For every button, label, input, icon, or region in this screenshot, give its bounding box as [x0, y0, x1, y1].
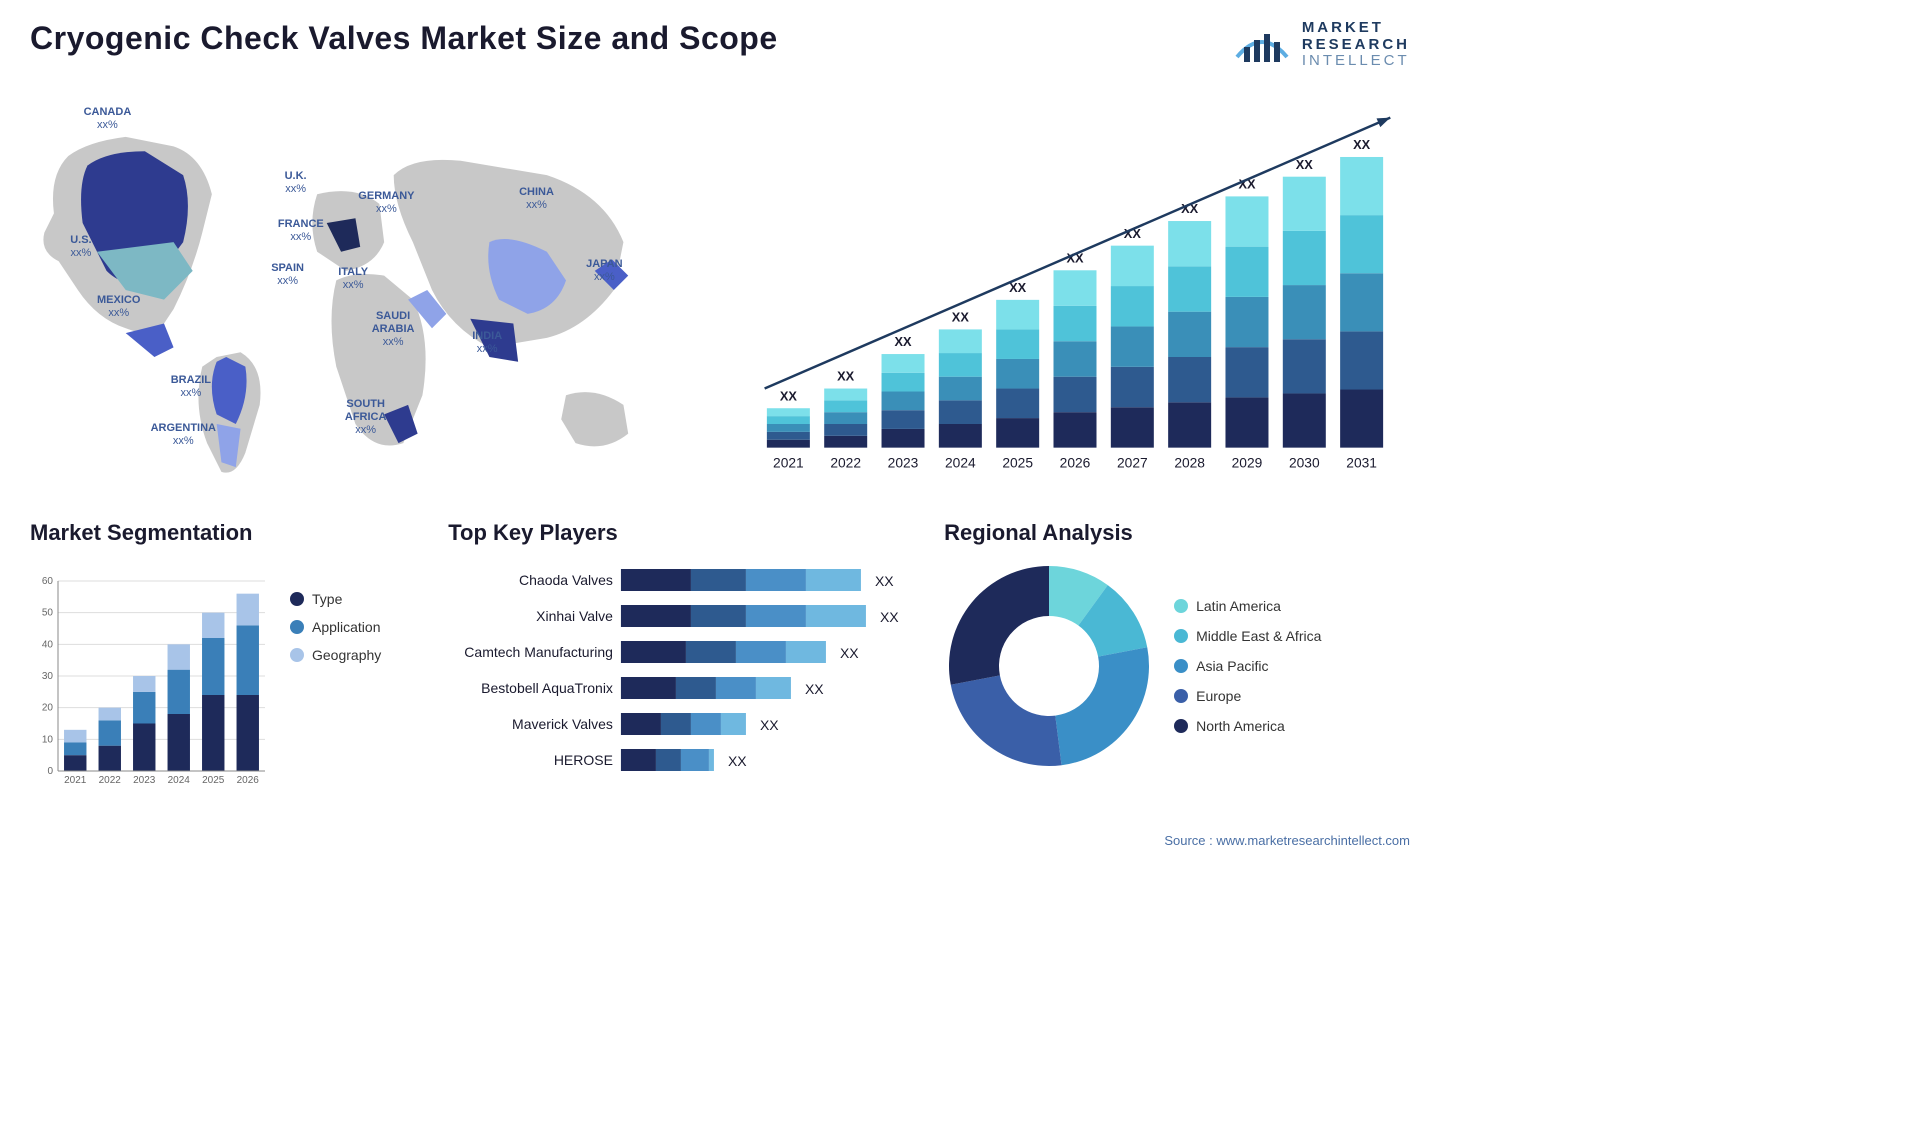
map-label: SAUDIARABIAxx% [372, 310, 415, 350]
regional-legend: Latin America Middle East & Africa Asia Pa… [1174, 598, 1321, 734]
world-map-section: CANADAxx% U.S.xx% MEXICOxx% BRAZILxx% ARGENT… [30, 90, 700, 490]
segmentation-title: Market Segmentation [30, 520, 418, 546]
svg-text:2029: 2029 [1232, 455, 1263, 470]
logo-icon [1232, 22, 1292, 67]
legend-item: Latin America [1174, 598, 1321, 614]
legend-item: Asia Pacific [1174, 658, 1321, 674]
page-title: Cryogenic Check Valves Market Size and S… [30, 20, 778, 57]
svg-text:XX: XX [1296, 156, 1314, 171]
players-chart: Chaoda Valves XX Xinhai Valve XX Camtech Man… [448, 561, 914, 801]
legend-item: Type [290, 591, 381, 607]
svg-text:2022: 2022 [830, 455, 861, 470]
logo-line-1: MARKET [1302, 20, 1410, 37]
svg-text:XX: XX [728, 753, 747, 769]
svg-text:60: 60 [42, 576, 54, 587]
map-label: FRANCExx% [278, 218, 324, 244]
svg-text:Maverick Valves: Maverick Valves [512, 716, 613, 732]
map-label: GERMANYxx% [358, 190, 414, 216]
svg-text:XX: XX [805, 681, 824, 697]
logo-line-3: INTELLECT [1302, 53, 1410, 70]
svg-text:50: 50 [42, 607, 54, 618]
svg-text:2021: 2021 [773, 455, 804, 470]
segmentation-chart: 0 10 20 30 40 50 60 2021 2022 2023 2024 2025 2026 [30, 561, 270, 801]
map-label: CHINAxx% [519, 186, 554, 212]
source-footer: Source : www.marketresearchintellect.com [1164, 833, 1410, 848]
svg-text:30: 30 [42, 671, 54, 682]
svg-text:0: 0 [47, 766, 53, 777]
legend-item: Europe [1174, 688, 1321, 704]
svg-text:2023: 2023 [133, 775, 156, 786]
svg-text:2022: 2022 [99, 775, 122, 786]
logo-line-2: RESEARCH [1302, 37, 1410, 54]
map-label: SPAINxx% [271, 262, 304, 288]
svg-text:XX: XX [952, 309, 970, 324]
legend-item: Geography [290, 647, 381, 663]
svg-text:20: 20 [42, 702, 54, 713]
svg-text:2026: 2026 [1060, 455, 1091, 470]
svg-text:40: 40 [42, 639, 54, 650]
map-label: ARGENTINAxx% [151, 422, 216, 448]
svg-text:2027: 2027 [1117, 455, 1148, 470]
map-label: ITALYxx% [338, 266, 368, 292]
svg-text:Camtech Manufacturing: Camtech Manufacturing [465, 644, 614, 660]
svg-text:Xinhai Valve: Xinhai Valve [536, 608, 613, 624]
map-label: INDIAxx% [472, 330, 502, 356]
svg-text:Chaoda Valves: Chaoda Valves [519, 572, 613, 588]
growth-chart-section: XX2021XX2022XX2023XX2024XX2025XX2026XX20… [740, 90, 1410, 490]
svg-text:2024: 2024 [945, 455, 976, 470]
svg-text:XX: XX [1353, 137, 1371, 152]
regional-donut-chart [944, 561, 1154, 771]
map-label: BRAZILxx% [171, 374, 211, 400]
svg-text:2024: 2024 [168, 775, 191, 786]
players-title: Top Key Players [448, 520, 914, 546]
regional-title: Regional Analysis [944, 520, 1410, 546]
map-label: CANADAxx% [84, 106, 132, 132]
map-label: U.K.xx% [285, 170, 307, 196]
svg-text:2031: 2031 [1346, 455, 1377, 470]
svg-text:2030: 2030 [1289, 455, 1320, 470]
legend-item: Middle East & Africa [1174, 628, 1321, 644]
svg-text:XX: XX [880, 609, 899, 625]
svg-text:2025: 2025 [202, 775, 225, 786]
segmentation-legend: Type Application Geography [290, 561, 381, 801]
svg-text:2025: 2025 [1002, 455, 1033, 470]
brand-logo: MARKET RESEARCH INTELLECT [1232, 20, 1410, 70]
svg-text:XX: XX [760, 717, 779, 733]
players-section: Top Key Players Chaoda Valves XX Xinhai Va… [448, 520, 914, 800]
svg-text:Bestobell AquaTronix: Bestobell AquaTronix [481, 680, 613, 696]
svg-text:XX: XX [837, 368, 855, 383]
svg-text:XX: XX [840, 645, 859, 661]
map-label: MEXICOxx% [97, 294, 140, 320]
svg-text:10: 10 [42, 734, 54, 745]
legend-item: Application [290, 619, 381, 635]
map-label: U.S.xx% [70, 234, 91, 260]
svg-text:HEROSE: HEROSE [554, 752, 613, 768]
growth-bar-chart: XX2021XX2022XX2023XX2024XX2025XX2026XX20… [740, 100, 1410, 480]
svg-text:2028: 2028 [1174, 455, 1205, 470]
segmentation-section: Market Segmentation 0 10 20 30 40 50 60 2021 20… [30, 520, 418, 800]
svg-text:XX: XX [875, 573, 894, 589]
map-label: JAPANxx% [586, 258, 622, 284]
svg-text:XX: XX [780, 388, 798, 403]
svg-text:2023: 2023 [888, 455, 919, 470]
svg-text:XX: XX [894, 334, 912, 349]
regional-section: Regional Analysis Latin America Middle Ea… [944, 520, 1410, 800]
legend-item: North America [1174, 718, 1321, 734]
map-label: SOUTHAFRICAxx% [345, 398, 387, 438]
svg-text:2026: 2026 [237, 775, 260, 786]
svg-text:2021: 2021 [64, 775, 87, 786]
